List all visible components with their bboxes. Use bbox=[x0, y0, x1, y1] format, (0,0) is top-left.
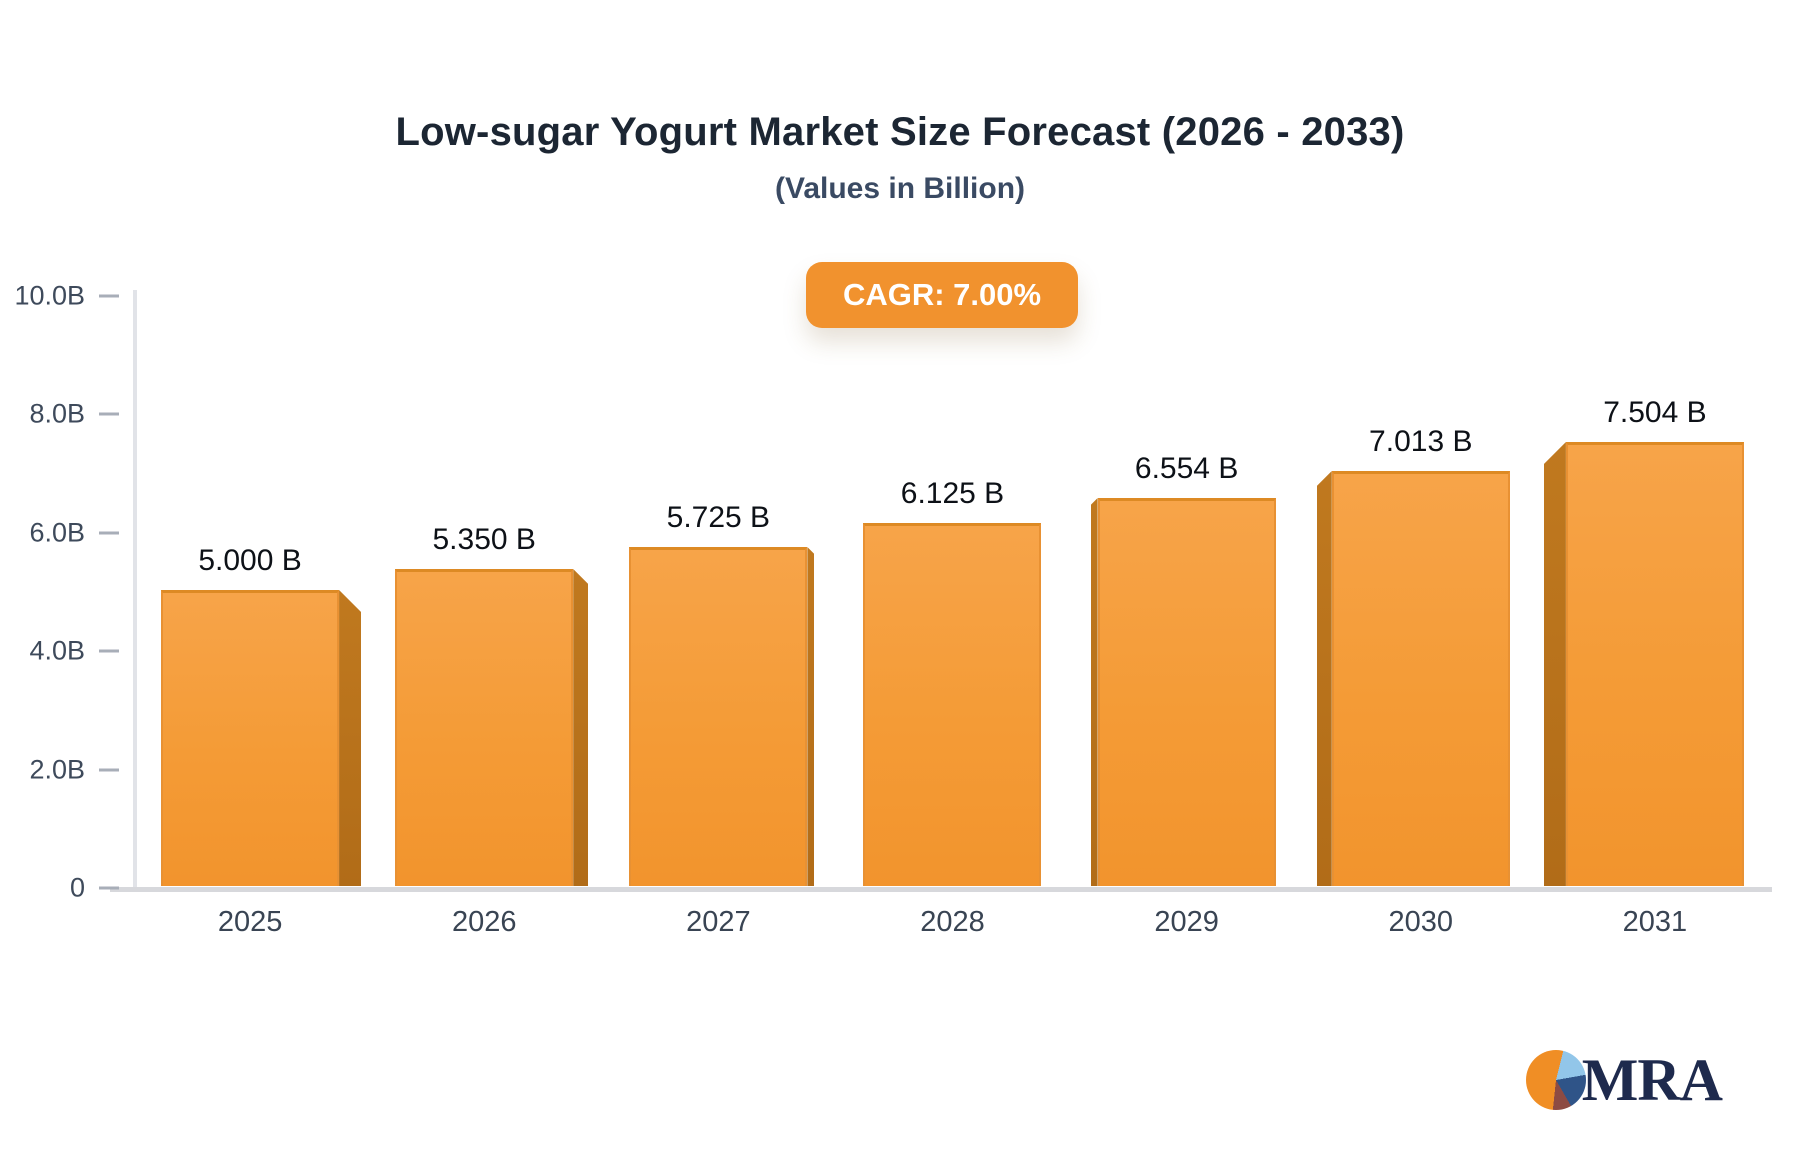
bars-container: 5.000 B 5.350 B 5.725 B 6.125 B 6.554 B 7.013… bbox=[133, 296, 1772, 888]
y-tick-label: 0 bbox=[69, 872, 85, 903]
bar-3d-side bbox=[807, 547, 815, 886]
bar-2025 bbox=[161, 590, 362, 886]
x-axis-label-2026: 2026 bbox=[451, 906, 517, 938]
bar-2029 bbox=[1090, 498, 1276, 886]
pie-chart-icon bbox=[1525, 1050, 1586, 1110]
x-axis-label-2031: 2031 bbox=[1622, 906, 1688, 938]
y-tick-label: 6.0B bbox=[29, 517, 85, 548]
chart-title: Low-sugar Yogurt Market Size Forecast (2… bbox=[395, 110, 1405, 154]
bar-2028 bbox=[863, 523, 1042, 886]
x-axis-line bbox=[110, 887, 1772, 892]
bar-2026 bbox=[395, 569, 589, 886]
y-tick-mark bbox=[99, 412, 119, 416]
y-tick-label: 2.0B bbox=[29, 754, 85, 785]
cagr-badge: CAGR: 7.00% bbox=[806, 262, 1078, 328]
y-tick-mark bbox=[99, 768, 119, 772]
y-tick: 0 bbox=[70, 873, 133, 904]
y-tick-label: 4.0B bbox=[29, 635, 85, 666]
bar-value-label: 7.013 B bbox=[1369, 425, 1473, 458]
y-tick-label: 10.0B bbox=[14, 280, 85, 311]
bar-group-2027: 5.725 B bbox=[601, 296, 835, 888]
bar-3d-side bbox=[1316, 471, 1332, 886]
x-axis-label-2027: 2027 bbox=[686, 906, 751, 938]
bar-group-2029: 6.554 B bbox=[1070, 296, 1304, 888]
bar-2027 bbox=[629, 547, 815, 886]
bar-3d-side bbox=[1090, 498, 1098, 886]
bar-group-2028: 6.125 B bbox=[835, 296, 1069, 888]
bar-group-2031: 7.504 B bbox=[1538, 296, 1772, 888]
brand-logo-text: MRA bbox=[1581, 1047, 1723, 1113]
chart-subtitle: (Values in Billion) bbox=[774, 172, 1026, 205]
plot-area: 10.0B 8.0B 6.0B 4.0B 2.0B 0 5.000 B 5.350 B 5.7… bbox=[14, 281, 1772, 938]
x-axis-label-2029: 2029 bbox=[1154, 906, 1219, 938]
y-tick-mark bbox=[99, 649, 119, 653]
y-axis-line bbox=[133, 290, 137, 888]
bar-value-label: 6.125 B bbox=[900, 477, 1005, 510]
y-tick-label: 8.0B bbox=[29, 398, 85, 429]
y-tick: 8.0B bbox=[29, 399, 133, 430]
x-axis-label-2025: 2025 bbox=[217, 906, 283, 938]
bar-group-2030: 7.013 B bbox=[1304, 296, 1538, 888]
y-tick-mark bbox=[99, 531, 119, 535]
y-tick: 2.0B bbox=[29, 754, 133, 785]
bar-group-2025: 5.000 B bbox=[133, 296, 367, 888]
bar-3d-side bbox=[1543, 442, 1566, 886]
bar-value-label: 6.554 B bbox=[1134, 452, 1239, 485]
bar-value-label: 7.504 B bbox=[1603, 396, 1707, 429]
y-tick-mark bbox=[99, 886, 119, 890]
x-axis-labels: 2025 2026 2027 2028 2029 2030 2031 bbox=[133, 906, 1772, 939]
bar-2031 bbox=[1543, 442, 1744, 886]
x-axis-label-2030: 2030 bbox=[1388, 906, 1454, 938]
y-tick-mark bbox=[99, 294, 119, 298]
brand-logo: MRA bbox=[1525, 1047, 1723, 1113]
bar-value-label: 5.000 B bbox=[198, 544, 302, 577]
bar-3d-side bbox=[573, 569, 589, 886]
bar-value-label: 5.350 B bbox=[432, 523, 536, 556]
bar-group-2026: 5.350 B bbox=[367, 296, 601, 888]
bar-2030 bbox=[1316, 471, 1510, 886]
bar-3d-side bbox=[339, 590, 362, 886]
y-tick: 4.0B bbox=[29, 636, 133, 667]
y-tick: 10.0B bbox=[14, 281, 133, 312]
x-axis-label-2028: 2028 bbox=[920, 906, 985, 938]
y-tick: 6.0B bbox=[29, 517, 133, 548]
bar-value-label: 5.725 B bbox=[666, 501, 771, 534]
